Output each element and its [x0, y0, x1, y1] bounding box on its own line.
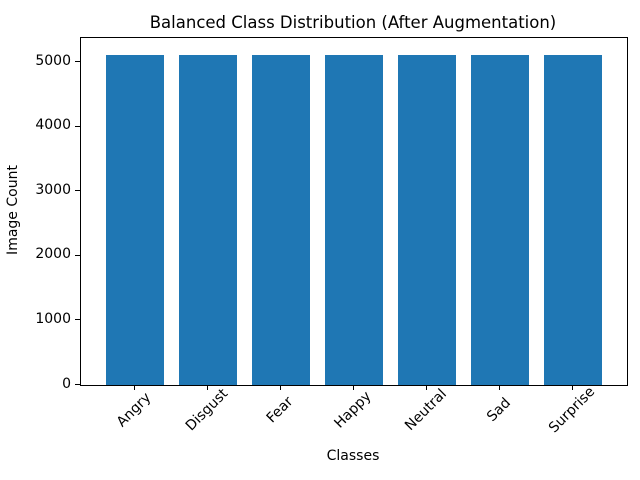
x-tick-mark: [280, 385, 281, 390]
bar-sad: [470, 54, 530, 385]
x-tick-mark: [425, 385, 427, 390]
x-tick-label-surprise: Surprise: [545, 383, 599, 437]
x-tick-label-angry: Angry: [113, 389, 155, 431]
y-tick-label: 1000: [35, 310, 71, 327]
x-tick-mark: [207, 385, 208, 390]
y-tick-label: 0: [62, 375, 71, 392]
x-tick-mark: [571, 385, 573, 390]
x-tick-mark: [498, 385, 500, 390]
x-tick-label-sad: Sad: [484, 395, 514, 425]
bar-happy: [324, 54, 384, 385]
y-tick-label: 3000: [35, 181, 71, 198]
bar-angry: [105, 54, 165, 385]
plot-area: [80, 37, 628, 386]
bar-surprise: [543, 54, 603, 385]
y-axis-label: Image Count: [5, 165, 21, 255]
y-tick-mark: [75, 61, 80, 63]
y-tick-label: 5000: [35, 52, 71, 69]
bar-disgust: [178, 54, 238, 385]
y-tick-label: 4000: [35, 117, 71, 134]
y-tick-mark: [75, 319, 80, 321]
y-tick-mark: [75, 384, 80, 385]
x-tick-label-disgust: Disgust: [182, 385, 232, 435]
x-tick-label-fear: Fear: [263, 393, 297, 427]
x-tick-label-happy: Happy: [331, 388, 375, 432]
x-tick-mark: [353, 385, 354, 390]
y-tick-mark: [75, 125, 80, 127]
x-tick-label-neutral: Neutral: [402, 386, 450, 434]
y-tick-mark: [75, 190, 80, 192]
y-tick-mark: [75, 254, 80, 256]
y-tick-label: 2000: [35, 246, 71, 263]
chart-title: Balanced Class Distribution (After Augme…: [149, 13, 557, 32]
x-tick-mark: [134, 385, 136, 390]
x-axis-label: Classes: [326, 448, 380, 464]
bar-fear: [251, 54, 311, 385]
bar-neutral: [397, 54, 457, 385]
